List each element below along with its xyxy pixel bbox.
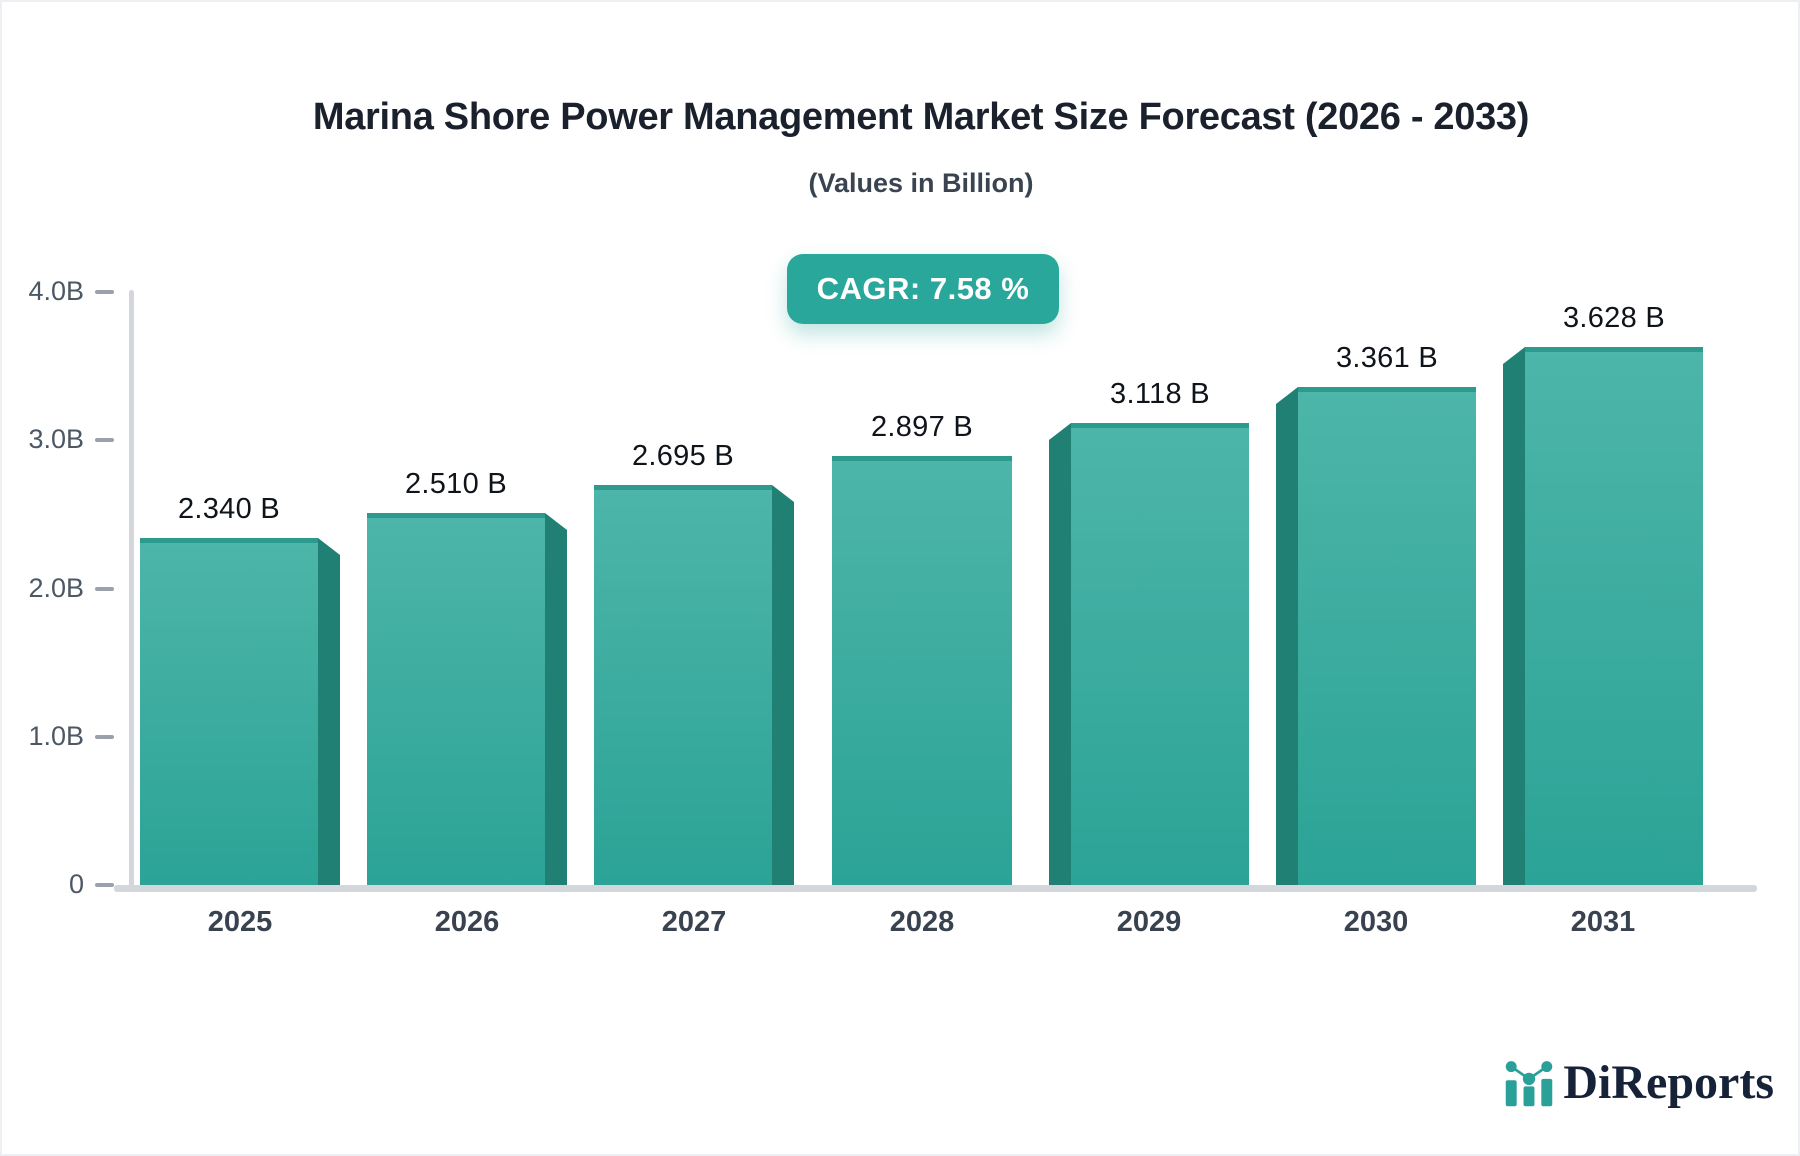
bar <box>1071 423 1249 885</box>
bar-value-label: 3.118 B <box>1110 378 1210 410</box>
bar-3d-side <box>1276 387 1298 885</box>
x-axis-label: 2029 <box>1116 906 1182 938</box>
page-title: Marina Shore Power Management Market Siz… <box>312 96 1530 138</box>
x-axis-label: 2025 <box>207 906 273 938</box>
y-axis-tick-label: 0 <box>68 869 84 899</box>
y-axis-line <box>129 290 134 887</box>
direports-logo-icon <box>1506 1060 1553 1106</box>
bar-group: 2.340 B <box>140 245 340 885</box>
x-axis-baseline <box>114 885 1757 892</box>
y-axis-tick-label: 3.0B <box>28 424 84 455</box>
bar-group: 3.361 B <box>1276 245 1476 885</box>
bar-group: 2.695 B <box>594 245 794 885</box>
bar <box>367 513 545 885</box>
bar-3d-side <box>772 485 794 885</box>
x-axis-label: 2026 <box>434 906 500 938</box>
y-axis-tick <box>95 586 114 591</box>
y-axis-tick-label: 1.0B <box>28 720 84 751</box>
bar-value-label: 2.340 B <box>177 493 281 525</box>
y-axis-tick-label: 4.0B <box>28 276 84 306</box>
y-axis-tick <box>95 883 114 887</box>
bar-value-label: 2.695 B <box>631 440 735 472</box>
bar <box>594 485 772 885</box>
bar-value-label: 2.510 B <box>404 468 508 500</box>
y-axis-tick-label: 2.0B <box>28 572 84 603</box>
bar-group: 2.897 B <box>822 245 1022 885</box>
bar-value-label: 2.897 B <box>870 411 974 443</box>
y-axis-tick <box>95 438 114 443</box>
bar <box>1298 387 1476 885</box>
bar-3d-side <box>1049 423 1071 885</box>
brand-logo: DiReports <box>1503 1055 1774 1110</box>
cagr-badge: CAGR: 7.58 % <box>787 254 1059 324</box>
y-axis-tick <box>95 734 114 739</box>
bar-group: 3.118 B <box>1049 245 1249 885</box>
bar-group: 3.628 B <box>1503 245 1703 885</box>
x-axis-label: 2030 <box>1343 906 1409 938</box>
bar <box>140 538 318 885</box>
x-axis-label: 2031 <box>1570 906 1636 938</box>
chart-subtitle: (Values in Billion) <box>808 168 1034 198</box>
cagr-label: CAGR: 7.58 % <box>816 271 1030 306</box>
bar-group: 2.510 B <box>367 245 567 885</box>
x-axis-label: 2028 <box>889 906 955 938</box>
bar-value-label: 3.628 B <box>1562 302 1666 334</box>
brand-name: DiReports <box>1563 1056 1774 1109</box>
bar-3d-side <box>545 513 567 885</box>
bar-3d-side <box>318 538 340 885</box>
y-axis-tick <box>95 290 114 294</box>
bar <box>1525 347 1703 885</box>
bar <box>832 456 1012 885</box>
bar-3d-side <box>1503 347 1525 885</box>
x-axis-label: 2027 <box>661 906 727 938</box>
bar-value-label: 3.361 B <box>1335 342 1439 374</box>
